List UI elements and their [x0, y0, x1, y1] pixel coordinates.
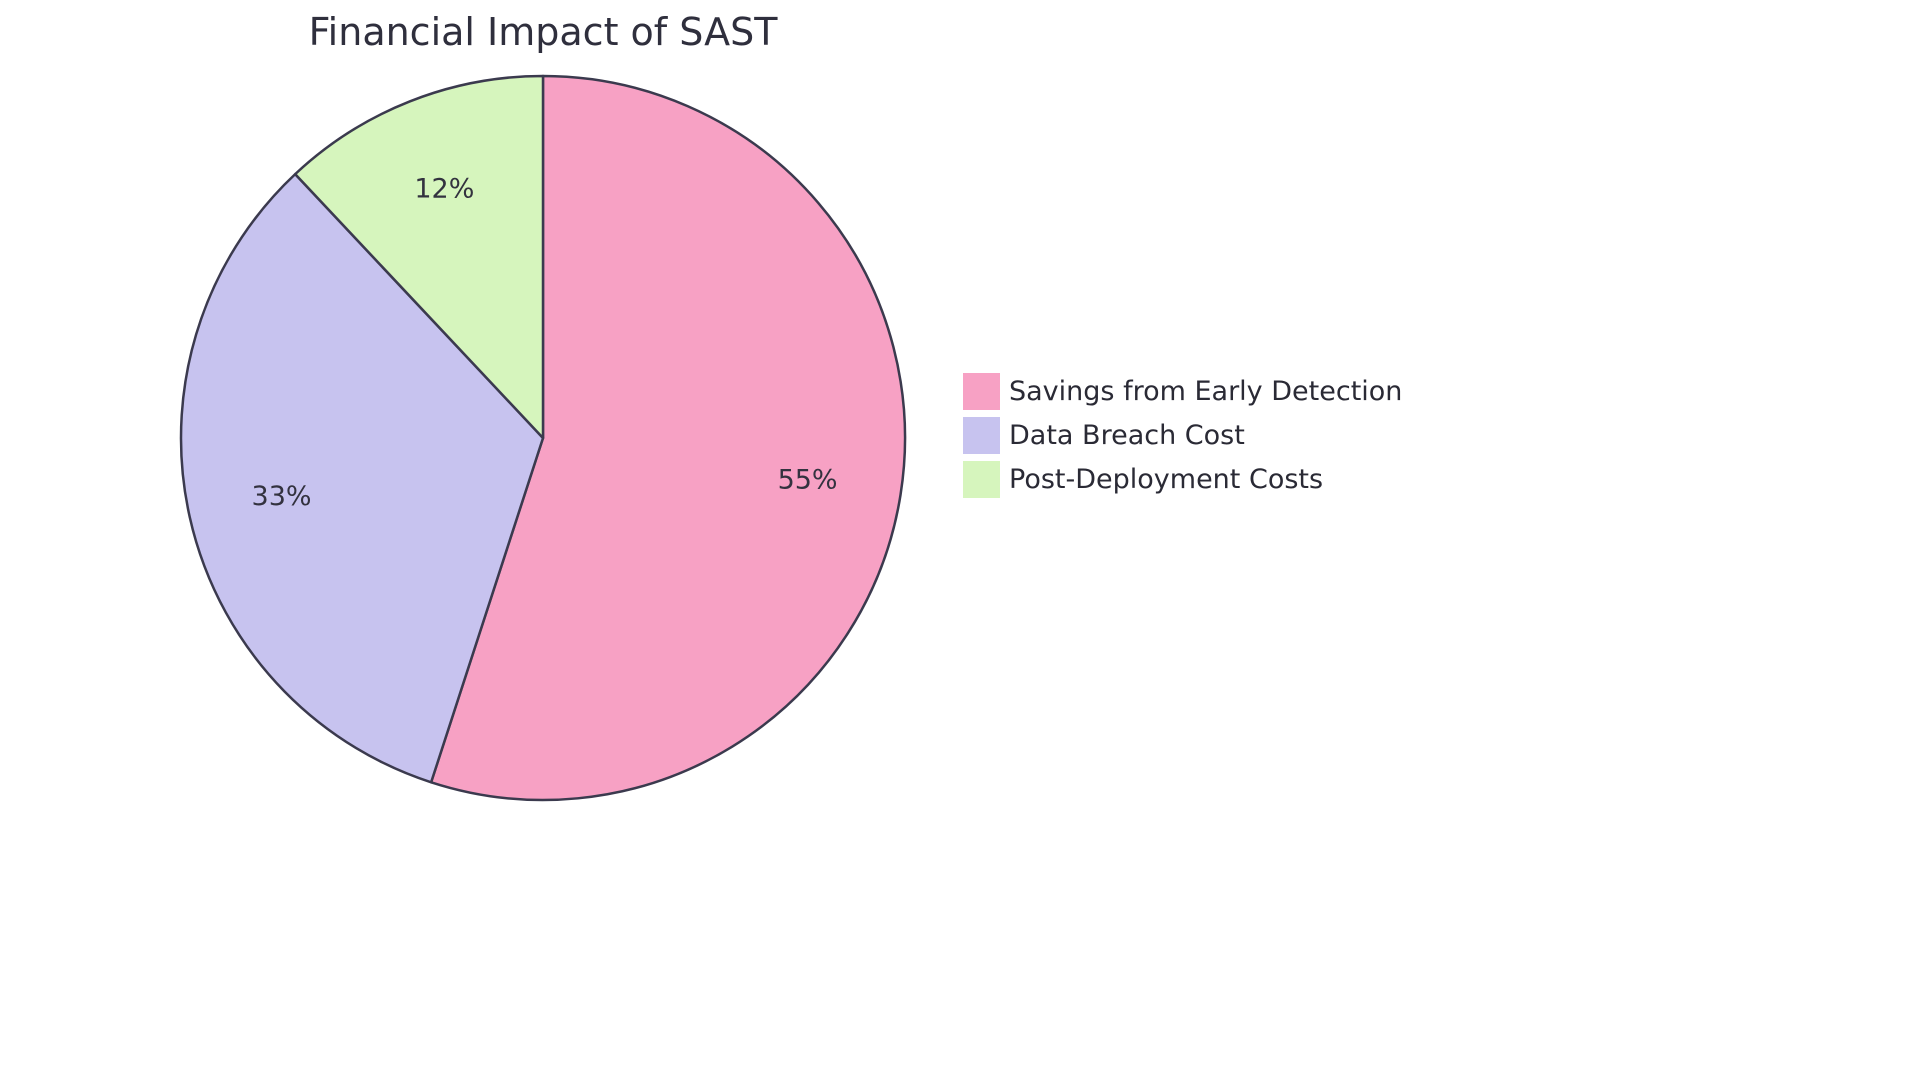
legend-label: Savings from Early Detection [1009, 376, 1403, 407]
legend: Savings from Early Detection Data Breach … [963, 373, 1402, 505]
chart-title: Financial Impact of SAST [308, 10, 778, 54]
legend-swatch [963, 461, 1000, 498]
pie-slice-label: 12% [414, 173, 474, 204]
pie-slice-1 [179, 172, 545, 784]
pie-slice-label: 33% [252, 481, 312, 512]
legend-swatch [963, 417, 1000, 454]
legend-swatch [963, 373, 1000, 410]
legend-item: Post-Deployment Costs [963, 461, 1402, 498]
legend-item: Data Breach Cost [963, 417, 1402, 454]
legend-label: Data Breach Cost [1009, 420, 1245, 451]
pie-slice-label: 55% [778, 464, 838, 495]
legend-item: Savings from Early Detection [963, 373, 1402, 410]
legend-label: Post-Deployment Costs [1009, 464, 1324, 495]
pie-slice-2 [293, 74, 545, 440]
pie-slice-0 [429, 74, 907, 802]
